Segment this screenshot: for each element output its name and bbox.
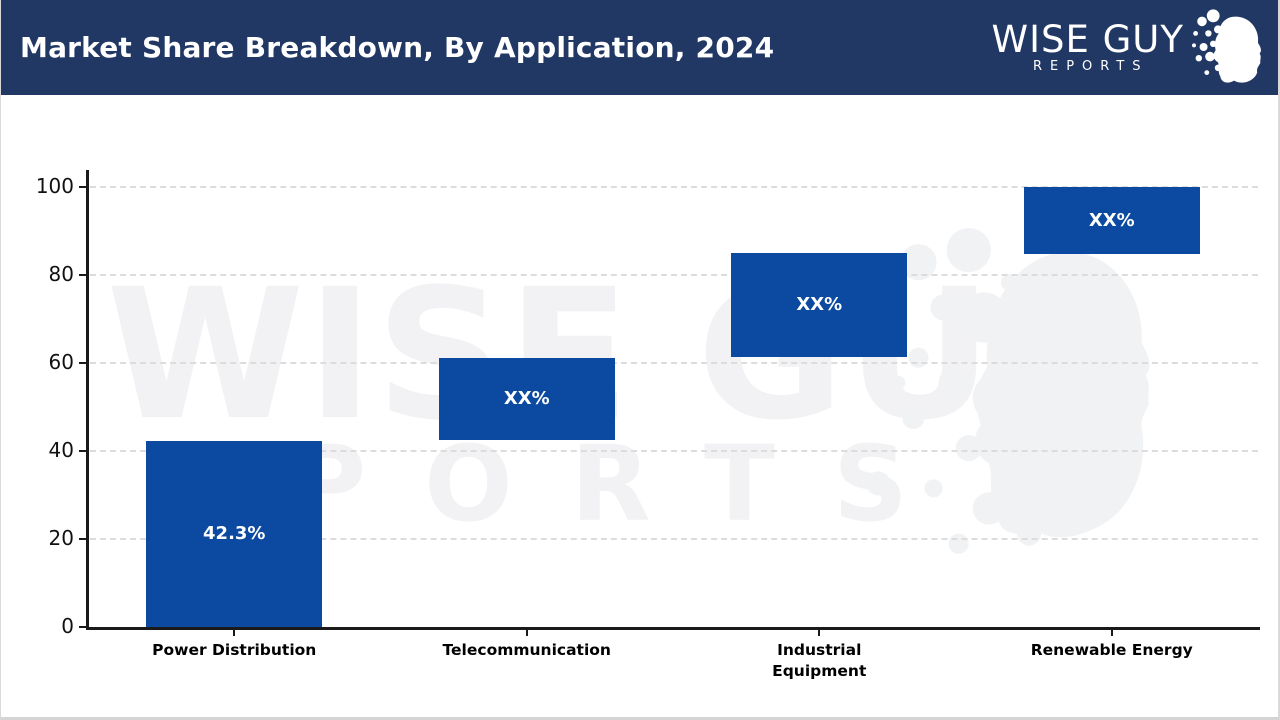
- y-tick-0: [79, 626, 88, 628]
- chart-title: Market Share Breakdown, By Application, …: [20, 31, 775, 64]
- x-tick-2: [525, 629, 528, 636]
- bar-value-label: XX%: [796, 294, 843, 316]
- y-tick-label-0: 0: [61, 614, 74, 638]
- brand-name: WISE GUY: [991, 18, 1184, 62]
- bar-value-label: 42.3%: [203, 523, 266, 545]
- y-tick-40: [79, 450, 88, 452]
- bar-3: XX%: [731, 253, 908, 357]
- y-tick-label-40: 40: [48, 438, 74, 462]
- bar-1: 42.3%: [146, 440, 323, 627]
- x-category-label: Power Distribution: [152, 641, 317, 659]
- gridline-20: [90, 538, 1258, 540]
- brand-logo: WISE GUY REPORTS: [992, 6, 1266, 88]
- x-tick-3: [818, 629, 821, 636]
- y-tick-60: [79, 362, 88, 364]
- y-tick-100: [79, 186, 88, 188]
- gridline-60: [90, 362, 1258, 364]
- x-category-label: Telecommunication: [442, 641, 611, 659]
- bar-2: XX%: [438, 358, 615, 440]
- y-tick-label-80: 80: [48, 262, 74, 286]
- y-axis-line: [86, 170, 89, 629]
- x-category-label: Industrial Equipment: [772, 641, 867, 680]
- x-tick-4: [1110, 629, 1113, 636]
- y-tick-label-20: 20: [48, 526, 74, 550]
- bar-value-label: XX%: [503, 388, 550, 410]
- brand-face-icon: [1192, 9, 1261, 83]
- y-tick-20: [79, 538, 88, 540]
- watermark-face-icon: [866, 228, 1150, 554]
- header-bar: Market Share Breakdown, By Application, …: [0, 0, 1280, 95]
- watermark-reports-text: PORTS: [290, 423, 966, 545]
- x-tick-1: [233, 629, 236, 636]
- y-tick-label-100: 100: [35, 174, 74, 198]
- x-axis-line: [86, 627, 1260, 630]
- gridline-100: [90, 186, 1258, 188]
- x-category-label: Renewable Energy: [1030, 641, 1193, 659]
- brand-subtitle: REPORTS: [1032, 58, 1149, 74]
- y-tick-label-60: 60: [48, 350, 74, 374]
- gridline-40: [90, 450, 1258, 452]
- gridline-80: [90, 274, 1258, 276]
- y-tick-80: [79, 274, 88, 276]
- bar-value-label: XX%: [1088, 209, 1135, 231]
- bar-4: XX%: [1023, 187, 1200, 254]
- brand-logo-text: WISE GUY REPORTS: [991, 18, 1184, 74]
